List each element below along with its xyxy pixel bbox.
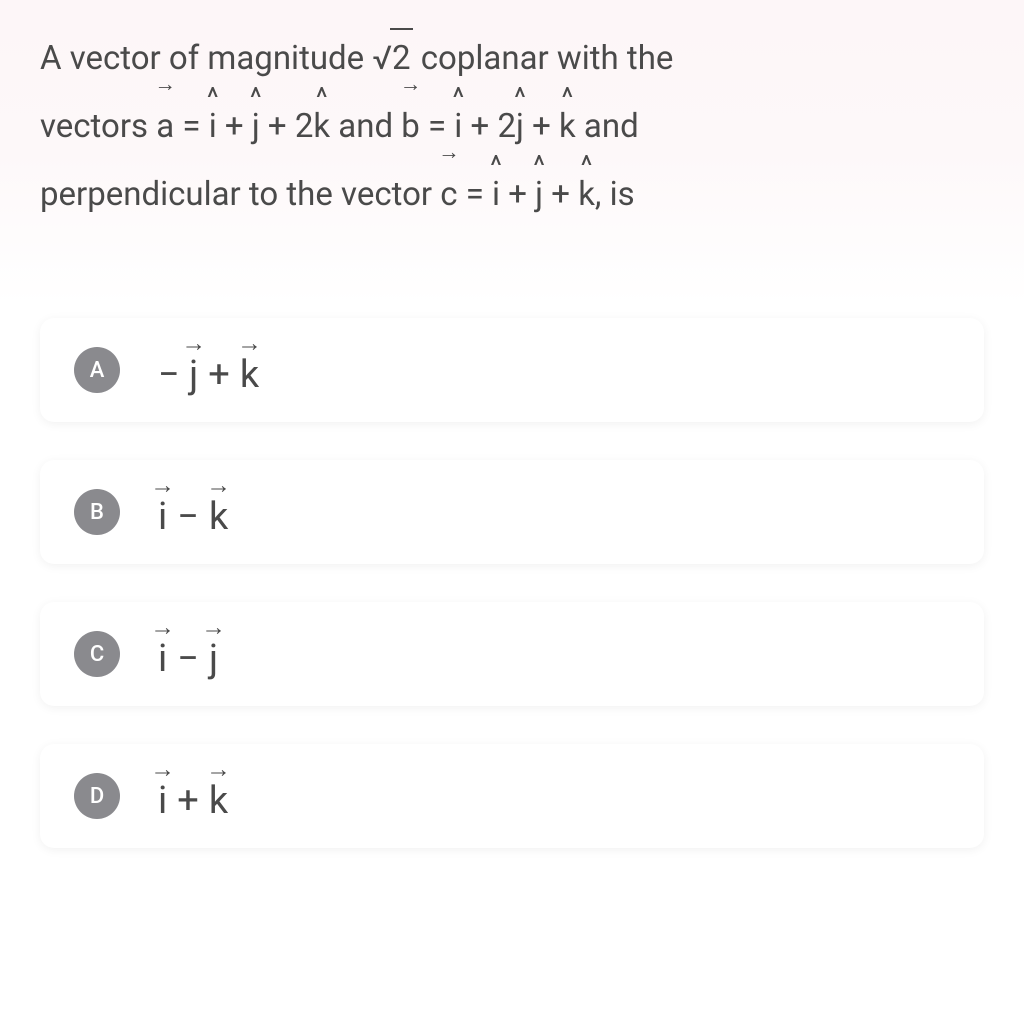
opt-b-k: k bbox=[209, 488, 228, 536]
opt-c-i: i bbox=[158, 630, 167, 678]
options-container: A − j+k B i−k C i−j D i+k bbox=[40, 318, 984, 848]
neg-sign: − bbox=[158, 353, 180, 397]
option-b-math: i−k bbox=[158, 488, 228, 536]
q-line2-prefix: vectors bbox=[40, 107, 156, 146]
option-a-math: − j + k bbox=[158, 346, 259, 394]
opt-d-k: k bbox=[209, 772, 228, 820]
j-hat-3: j bbox=[535, 162, 543, 224]
question-text: A vector of magnitude 2 coplanar with th… bbox=[40, 28, 984, 223]
plus-6: + bbox=[551, 175, 570, 214]
i-hat-1: i bbox=[209, 94, 217, 156]
option-c[interactable]: C i−j bbox=[40, 602, 984, 706]
vec-c: c bbox=[440, 156, 457, 224]
opt-b-minus: − bbox=[177, 498, 199, 536]
opt-d-i: i bbox=[158, 772, 167, 820]
opt-a-k: k bbox=[240, 346, 259, 394]
option-c-badge: C bbox=[74, 631, 120, 677]
j-hat-1: j bbox=[252, 94, 260, 156]
k-hat-1: k bbox=[313, 94, 330, 156]
vec-b: b bbox=[401, 88, 420, 156]
opt-a-plus: + bbox=[208, 356, 230, 394]
plus-5: + bbox=[508, 175, 527, 214]
q-line3-suffix: , is bbox=[595, 175, 635, 214]
option-d-badge: D bbox=[74, 773, 120, 819]
option-c-math: i−j bbox=[158, 630, 218, 678]
opt-c-minus: − bbox=[177, 640, 199, 678]
option-b[interactable]: B i−k bbox=[40, 460, 984, 564]
two-1: 2 bbox=[295, 107, 314, 146]
option-b-badge: B bbox=[74, 489, 120, 535]
opt-a-j: j bbox=[189, 346, 198, 394]
plus-4: + bbox=[532, 107, 551, 146]
option-a-badge: A bbox=[74, 347, 120, 393]
equals-1: = bbox=[174, 107, 208, 146]
k-hat-3: k bbox=[578, 162, 595, 224]
q-line1-prefix: A vector of magnitude bbox=[40, 39, 372, 78]
plus-1: + bbox=[225, 107, 244, 146]
option-d[interactable]: D i + k bbox=[40, 744, 984, 848]
opt-d-plus: + bbox=[177, 782, 199, 820]
j-hat-2: j bbox=[516, 94, 524, 156]
and-1: and bbox=[330, 107, 401, 146]
i-hat-3: i bbox=[492, 162, 500, 224]
equals-3: = bbox=[458, 175, 492, 214]
opt-c-j: j bbox=[209, 630, 218, 678]
plus-2: + bbox=[268, 107, 287, 146]
plus-3: + bbox=[471, 107, 490, 146]
and-2: and bbox=[576, 107, 639, 146]
vec-a: a bbox=[156, 88, 174, 156]
k-hat-2: k bbox=[559, 94, 576, 156]
opt-b-i: i bbox=[158, 488, 167, 536]
option-a[interactable]: A − j + k bbox=[40, 318, 984, 422]
q-line3-prefix: perpendicular to the vector bbox=[40, 175, 440, 214]
q-line1-suffix: coplanar with the bbox=[413, 39, 674, 78]
option-d-math: i + k bbox=[158, 772, 228, 820]
